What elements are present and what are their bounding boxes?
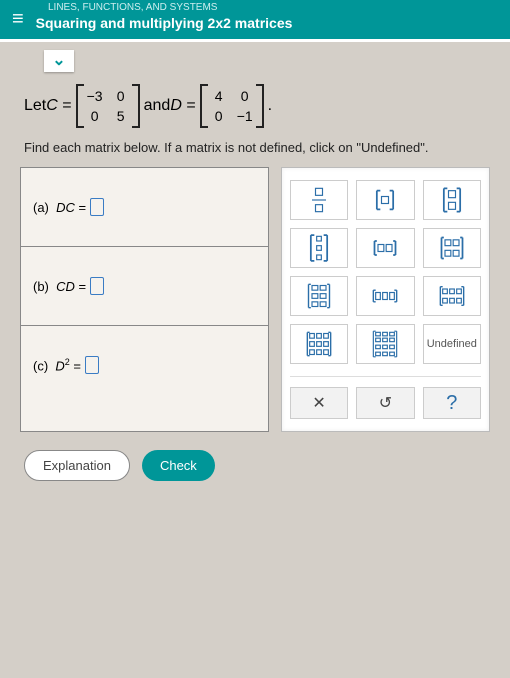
explanation-button[interactable]: Explanation (24, 450, 130, 481)
chevron-down-icon[interactable]: ⌄ (44, 50, 74, 72)
tool-4x3-icon[interactable] (356, 324, 414, 364)
matrix-c: −30 05 (76, 84, 140, 128)
part-a: (a) DC = (21, 168, 268, 247)
c-10: 0 (82, 106, 108, 126)
tool-1x3-icon[interactable] (356, 276, 414, 316)
reset-button[interactable]: ↺ (356, 387, 414, 419)
part-c: (c) D2 = (21, 326, 268, 404)
tool-3x1-icon[interactable] (290, 228, 348, 268)
tool-undefined[interactable]: Undefined (423, 324, 481, 364)
work-box: (a) DC = (b) CD = (c) D2 = (20, 167, 269, 432)
tool-1x2-icon[interactable] (356, 228, 414, 268)
menu-icon[interactable]: ≡ (12, 8, 24, 31)
part-b-label: (b) CD = (33, 279, 86, 294)
matrix-d: 40 0−1 (200, 84, 264, 128)
c-label: C = (46, 97, 71, 115)
page-title: Squaring and multiplying 2x2 matrices (36, 15, 293, 31)
tool-3x3-icon[interactable] (290, 324, 348, 364)
content-area: ⌄ Let C = −30 05 and D = 40 0−1 . Find e… (0, 42, 510, 481)
answer-placeholder-c[interactable] (85, 356, 99, 374)
d-11: −1 (232, 106, 258, 126)
instruction-text: Find each matrix below. If a matrix is n… (24, 140, 486, 155)
app-header: ≡ LINES, FUNCTIONS, AND SYSTEMS Squaring… (0, 0, 510, 42)
part-a-label: (a) DC = (33, 200, 86, 215)
answer-placeholder-b[interactable] (90, 277, 104, 295)
tool-2x1-icon[interactable] (423, 180, 481, 220)
part-b: (b) CD = (21, 247, 268, 326)
breadcrumb: LINES, FUNCTIONS, AND SYSTEMS (48, 2, 217, 13)
clear-button[interactable]: ✕ (290, 387, 348, 419)
tool-2x3-icon[interactable] (423, 276, 481, 316)
tool-panel: Undefined ✕ ↺ ? (281, 167, 490, 432)
tool-3x2-icon[interactable] (290, 276, 348, 316)
tool-2x2-icon[interactable] (423, 228, 481, 268)
matrix-definitions: Let C = −30 05 and D = 40 0−1 . (24, 84, 486, 128)
check-button[interactable]: Check (142, 450, 215, 481)
tool-fraction-icon[interactable] (290, 180, 348, 220)
and-text: and (144, 97, 171, 115)
d-00: 4 (206, 86, 232, 106)
tool-1x1-icon[interactable] (356, 180, 414, 220)
let-text: Let (24, 97, 46, 115)
d-01: 0 (232, 86, 258, 106)
d-label: D = (170, 97, 195, 115)
c-01: 0 (108, 86, 134, 106)
c-00: −3 (82, 86, 108, 106)
answer-placeholder-a[interactable] (90, 198, 104, 216)
c-11: 5 (108, 106, 134, 126)
period: . (268, 97, 272, 115)
help-button[interactable]: ? (423, 387, 481, 419)
d-10: 0 (206, 106, 232, 126)
part-c-label: (c) D2 = (33, 357, 81, 373)
